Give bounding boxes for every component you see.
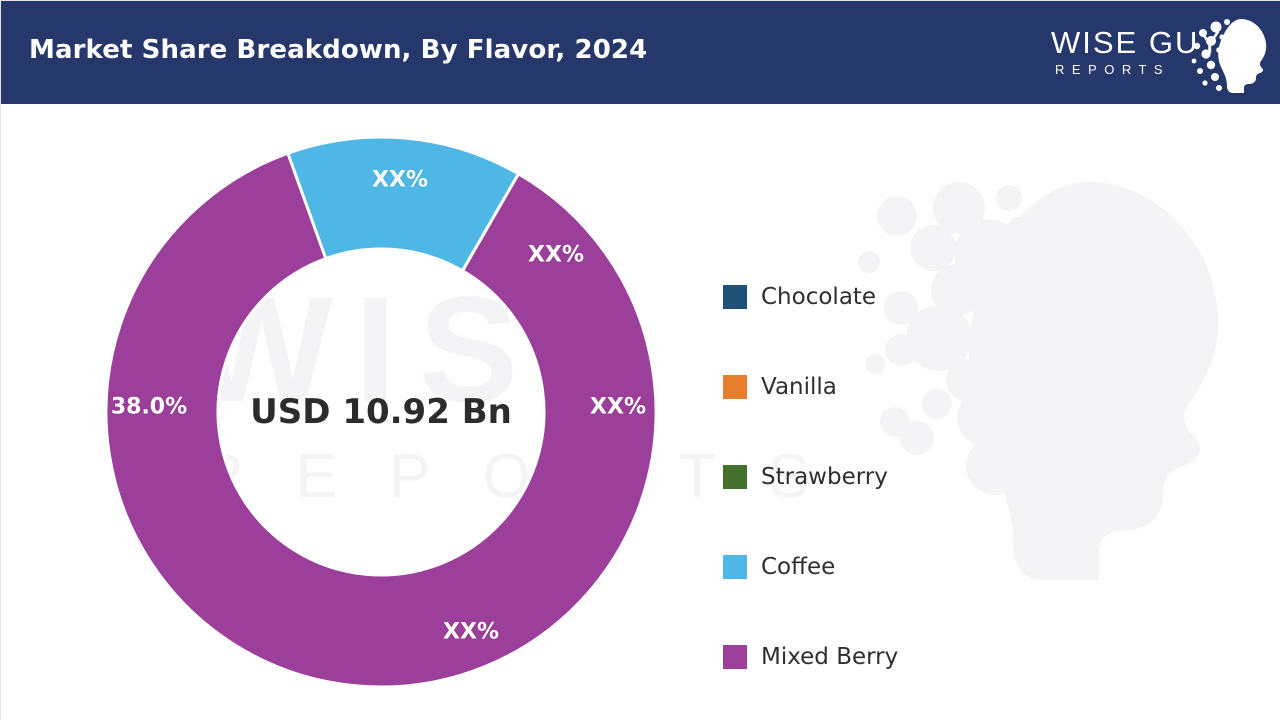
slice-label-coffee: XX% bbox=[528, 242, 584, 268]
legend-item-coffee[interactable]: Coffee bbox=[723, 522, 1023, 612]
legend-swatch-mixed-berry bbox=[723, 645, 747, 669]
donut-chart: 38.0% XX% XX% XX% XX% USD 10.92 Bn bbox=[91, 109, 681, 699]
legend-item-vanilla[interactable]: Vanilla bbox=[723, 342, 1023, 432]
page-title: Market Share Breakdown, By Flavor, 2024 bbox=[29, 35, 648, 65]
legend-swatch-coffee bbox=[723, 555, 747, 579]
head-profile-dots-icon bbox=[1191, 19, 1267, 93]
logo-secondary-text: REPORTS bbox=[1055, 62, 1171, 77]
logo-primary-text: WISE GUY bbox=[1051, 25, 1223, 60]
legend-label-chocolate: Chocolate bbox=[761, 284, 877, 310]
slice-label-mixed-berry: XX% bbox=[372, 167, 428, 193]
legend-label-coffee: Coffee bbox=[761, 554, 836, 580]
chart-plot-area: WISE REPORTS bbox=[1, 104, 1280, 720]
legend-item-chocolate[interactable]: Chocolate bbox=[723, 252, 1023, 342]
legend-item-strawberry[interactable]: Strawberry bbox=[723, 432, 1023, 522]
slice-label-strawberry: XX% bbox=[590, 394, 646, 420]
legend-label-vanilla: Vanilla bbox=[761, 374, 837, 400]
legend-label-mixed-berry: Mixed Berry bbox=[761, 644, 899, 670]
legend-label-strawberry: Strawberry bbox=[761, 464, 888, 490]
slice-label-vanilla: XX% bbox=[443, 619, 499, 645]
brand-logo: WISE GUY REPORTS bbox=[1039, 7, 1275, 99]
legend-swatch-strawberry bbox=[723, 465, 747, 489]
legend-item-mixed-berry[interactable]: Mixed Berry bbox=[723, 612, 1023, 702]
legend-swatch-chocolate bbox=[723, 285, 747, 309]
donut-svg bbox=[104, 135, 658, 689]
chart-legend: Chocolate Vanilla Strawberry Coffee Mixe… bbox=[723, 252, 1023, 702]
page-header: Market Share Breakdown, By Flavor, 2024 … bbox=[1, 1, 1280, 104]
donut-slice-group bbox=[104, 135, 658, 689]
donut-slice-mixed-berry[interactable] bbox=[104, 151, 658, 689]
legend-swatch-vanilla bbox=[723, 375, 747, 399]
donut-center-value: USD 10.92 Bn bbox=[250, 392, 512, 432]
slice-label-chocolate: 38.0% bbox=[110, 394, 188, 420]
